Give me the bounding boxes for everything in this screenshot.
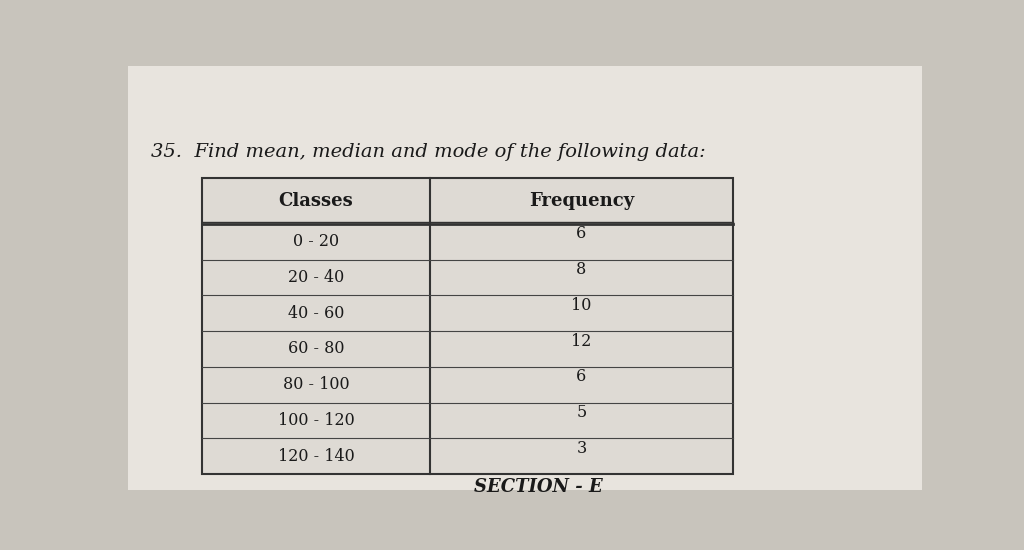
Text: SECTION - E: SECTION - E (474, 478, 603, 496)
Text: 6: 6 (577, 368, 587, 386)
Text: Frequency: Frequency (528, 192, 634, 210)
Text: 3: 3 (577, 440, 587, 457)
Text: 8: 8 (577, 261, 587, 278)
Text: 120 - 140: 120 - 140 (278, 448, 354, 465)
Text: 40 - 60: 40 - 60 (288, 305, 344, 322)
Text: 100 - 120: 100 - 120 (278, 412, 354, 429)
Text: 0 - 20: 0 - 20 (293, 233, 339, 250)
Text: 10: 10 (571, 297, 592, 314)
Text: 20 - 40: 20 - 40 (288, 269, 344, 286)
Text: 35.  Find mean, median and mode of the following data:: 35. Find mean, median and mode of the fo… (152, 143, 706, 161)
Text: Classes: Classes (279, 192, 353, 210)
Text: 60 - 80: 60 - 80 (288, 340, 344, 358)
Text: 5: 5 (577, 404, 587, 421)
Text: 80 - 100: 80 - 100 (283, 376, 349, 393)
FancyBboxPatch shape (202, 178, 732, 474)
FancyBboxPatch shape (128, 66, 922, 490)
Text: 12: 12 (571, 333, 592, 350)
Text: 6: 6 (577, 226, 587, 243)
